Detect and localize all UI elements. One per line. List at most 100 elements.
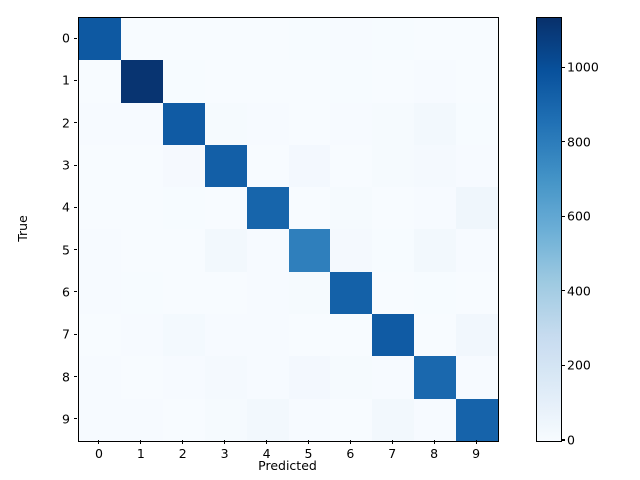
x-tick-mark xyxy=(433,440,435,444)
colorbar-tick-label: 400 xyxy=(567,283,591,299)
heatmap-cell xyxy=(204,398,247,441)
heatmap-cell xyxy=(204,102,247,145)
heatmap-cell xyxy=(120,398,163,441)
heatmap-cell xyxy=(162,398,205,441)
heatmap-cell xyxy=(372,229,415,272)
heatmap-cell xyxy=(120,144,163,188)
heatmap-cell xyxy=(162,18,205,61)
heatmap-cell xyxy=(120,187,163,230)
x-tick-mark xyxy=(475,440,477,444)
y-tick-mark xyxy=(73,37,77,39)
y-axis-label: True xyxy=(14,17,30,440)
heatmap-cell xyxy=(456,144,498,188)
heatmap-cell xyxy=(288,60,331,103)
y-tick-label: 6 xyxy=(62,284,70,300)
x-tick-label: 2 xyxy=(178,446,187,461)
colorbar-tick-mark xyxy=(561,215,565,217)
x-tick-mark xyxy=(391,440,393,444)
colorbar-tick-label: 200 xyxy=(567,357,591,373)
heatmap-cell xyxy=(330,60,373,103)
heatmap-cell xyxy=(456,271,498,315)
y-axis-label-text: True xyxy=(14,215,30,242)
heatmap-cell xyxy=(414,314,457,357)
heatmap-cell xyxy=(246,187,289,230)
heatmap-cell xyxy=(372,144,415,188)
y-tick-label: 9 xyxy=(62,411,70,427)
heatmap-cell xyxy=(79,60,121,103)
heatmap-cell xyxy=(288,102,331,145)
y-tick-label: 7 xyxy=(62,326,70,342)
x-tick-mark xyxy=(307,440,309,444)
y-tick-label: 0 xyxy=(62,30,70,46)
heatmap-cell xyxy=(372,102,415,145)
heatmap-cell xyxy=(79,144,121,188)
heatmap-cell xyxy=(162,187,205,230)
heatmap-cell xyxy=(330,314,373,357)
colorbar-tick-mark xyxy=(561,439,565,441)
heatmap-cell xyxy=(204,229,247,272)
heatmap-cell xyxy=(204,314,247,357)
heatmap-cell xyxy=(456,356,498,399)
heatmap-cell xyxy=(288,356,331,399)
y-tick-label: 4 xyxy=(62,199,70,215)
heatmap-cell xyxy=(120,271,163,315)
heatmap-cell xyxy=(120,356,163,399)
x-tick-label: 4 xyxy=(262,446,271,461)
heatmap-cell xyxy=(246,314,289,357)
x-tick-mark xyxy=(98,440,100,444)
heatmap-cell xyxy=(79,398,121,441)
heatmap-cell xyxy=(79,18,121,61)
y-tick-mark xyxy=(73,249,77,251)
heatmap-cell xyxy=(204,271,247,315)
heatmap-cell xyxy=(414,356,457,399)
confusion-matrix-heatmap xyxy=(79,18,498,441)
colorbar-tick-mark xyxy=(561,141,565,143)
heatmap-cell xyxy=(120,102,163,145)
heatmap-cell xyxy=(288,398,331,441)
y-tick-label: 3 xyxy=(62,157,70,173)
x-tick-mark xyxy=(349,440,351,444)
heatmap-cell xyxy=(204,18,247,61)
heatmap-cell xyxy=(120,18,163,61)
heatmap-cell xyxy=(456,60,498,103)
heatmap-cell xyxy=(79,229,121,272)
heatmap-cell xyxy=(372,314,415,357)
x-tick-label: 6 xyxy=(346,446,355,461)
heatmap-cell xyxy=(246,398,289,441)
x-axis-label: Predicted xyxy=(258,458,317,473)
heatmap-cell xyxy=(414,102,457,145)
heatmap-cell xyxy=(288,187,331,230)
heatmap-cell xyxy=(120,229,163,272)
heatmap-cell xyxy=(330,271,373,315)
x-tick-label: 7 xyxy=(388,446,397,461)
heatmap-cell xyxy=(456,102,498,145)
heatmap-cell xyxy=(414,18,457,61)
x-tick-label: 0 xyxy=(94,446,103,461)
colorbar-tick-mark xyxy=(561,290,565,292)
x-tick-label: 3 xyxy=(220,446,229,461)
heatmap-cell xyxy=(372,398,415,441)
heatmap-cell xyxy=(414,398,457,441)
heatmap-cell xyxy=(330,18,373,61)
heatmap-cell xyxy=(456,314,498,357)
heatmap-cell xyxy=(414,144,457,188)
y-tick-mark xyxy=(73,164,77,166)
y-tick-mark xyxy=(73,376,77,378)
heatmap-cell xyxy=(330,356,373,399)
heatmap-cell xyxy=(162,229,205,272)
heatmap-cell xyxy=(246,271,289,315)
heatmap-cell xyxy=(246,102,289,145)
y-tick-label: 8 xyxy=(62,369,70,385)
heatmap-cell xyxy=(162,144,205,188)
x-tick-label: 8 xyxy=(430,446,439,461)
heatmap-cell xyxy=(372,18,415,61)
y-tick-mark xyxy=(73,206,77,208)
heatmap-cell xyxy=(456,18,498,61)
heatmap-cell xyxy=(204,144,247,188)
heatmap-cell xyxy=(288,18,331,61)
heatmap-cell xyxy=(414,271,457,315)
heatmap-cell xyxy=(330,187,373,230)
heatmap-cell xyxy=(330,144,373,188)
y-tick-mark xyxy=(73,79,77,81)
x-tick-label: 9 xyxy=(472,446,481,461)
